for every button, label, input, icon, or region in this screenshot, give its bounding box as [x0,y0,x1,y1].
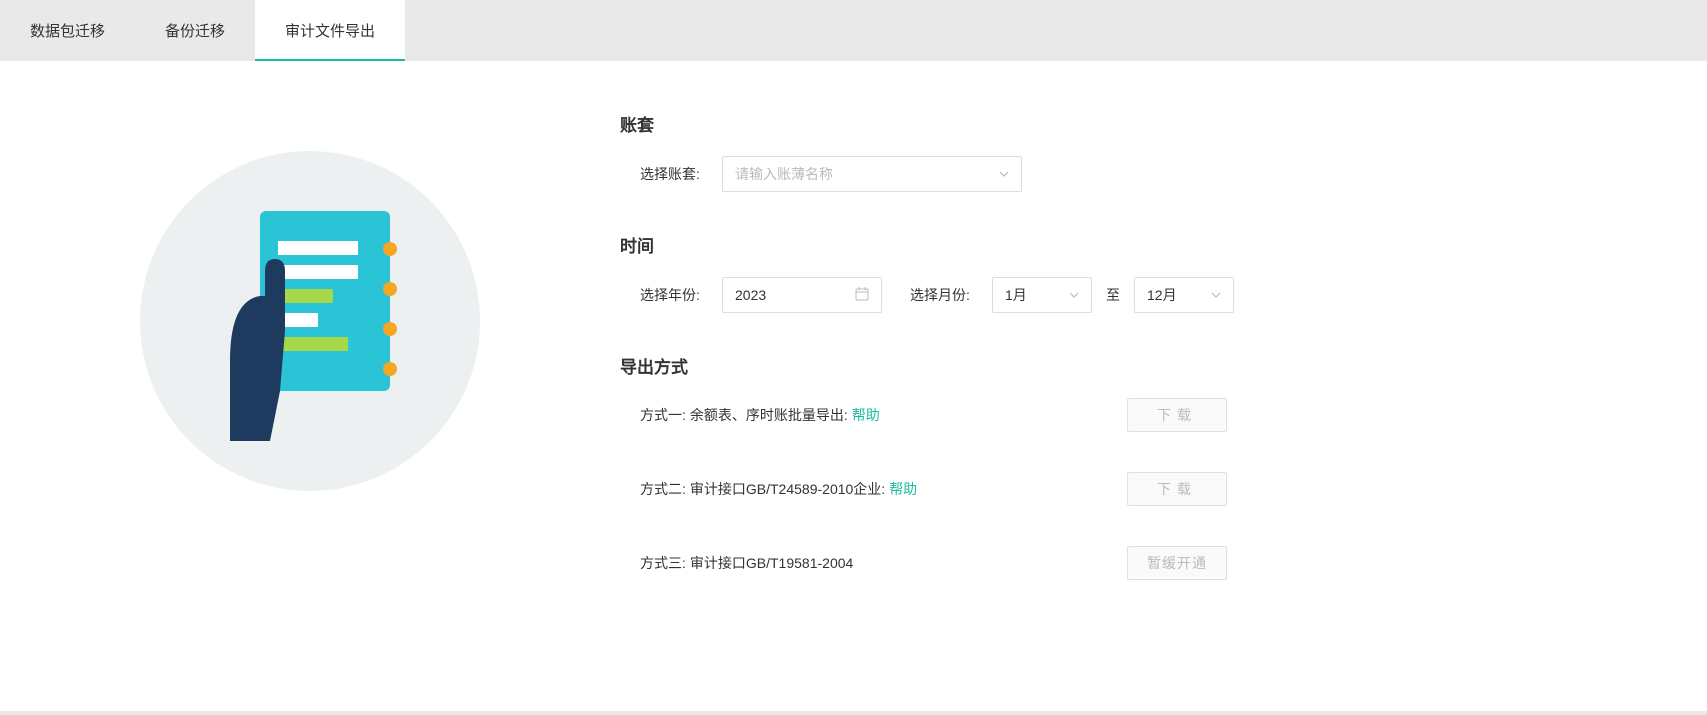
month-from-value: 1月 [1005,285,1027,305]
label-select-year: 选择年份: [640,285,710,305]
section-account: 账套 选择账套: 请输入账薄名称 [620,111,1707,192]
chevron-down-icon [999,168,1009,180]
chevron-down-icon [1069,289,1079,301]
method-3-desc: 审计接口GB/T19581-2004 [690,553,853,573]
form-panel: 账套 选择账套: 请输入账薄名称 时间 选择年份: [620,101,1707,711]
label-to: 至 [1106,285,1120,305]
export-method-1: 方式一: 余额表、序时账批量导出: 帮助 下载 [620,398,1707,432]
select-month-from[interactable]: 1月 [992,277,1092,313]
section-title-time: 时间 [620,232,1707,257]
select-account-placeholder: 请输入账薄名称 [735,164,833,184]
tab-backup-migration[interactable]: 备份迁移 [135,0,255,61]
select-account[interactable]: 请输入账薄名称 [722,156,1022,192]
illustration-panel [0,101,620,711]
select-year[interactable]: 2023 [722,277,882,313]
select-month-to[interactable]: 12月 [1134,277,1234,313]
notebook-hand-icon [210,201,410,441]
export-method-3: 方式三: 审计接口GB/T19581-2004 暂缓开通 [620,546,1707,580]
method-2-download-button[interactable]: 下载 [1127,472,1227,506]
main-content: 账套 选择账套: 请输入账薄名称 时间 选择年份: [0,61,1707,711]
section-time: 时间 选择年份: 2023 选择月份: 1月 [620,232,1707,313]
section-title-account: 账套 [620,111,1707,136]
label-select-month: 选择月份: [910,285,980,305]
method-3-pending-button[interactable]: 暂缓开通 [1127,546,1227,580]
tab-data-migration[interactable]: 数据包迁移 [0,0,135,61]
year-value: 2023 [735,287,766,303]
tab-audit-export[interactable]: 审计文件导出 [255,0,405,61]
method-2-label: 方式二: [640,479,686,499]
method-3-label: 方式三: [640,553,686,573]
illustration-circle [140,151,480,491]
export-method-2: 方式二: 审计接口GB/T24589-2010企业: 帮助 下载 [620,472,1707,506]
method-1-download-button[interactable]: 下载 [1127,398,1227,432]
method-2-help-link[interactable]: 帮助 [889,479,917,499]
month-to-value: 12月 [1147,285,1177,305]
label-select-account: 选择账套: [640,164,710,184]
method-2-desc: 审计接口GB/T24589-2010企业: [690,479,885,499]
tab-bar: 数据包迁移 备份迁移 审计文件导出 [0,0,1707,61]
method-1-help-link[interactable]: 帮助 [852,405,880,425]
method-1-label: 方式一: [640,405,686,425]
method-1-desc: 余额表、序时账批量导出: [690,405,848,425]
chevron-down-icon [1211,289,1221,301]
section-export: 导出方式 方式一: 余额表、序时账批量导出: 帮助 下载 方式二: 审计接口GB… [620,353,1707,580]
section-title-export: 导出方式 [620,353,1707,378]
calendar-icon [855,287,869,304]
